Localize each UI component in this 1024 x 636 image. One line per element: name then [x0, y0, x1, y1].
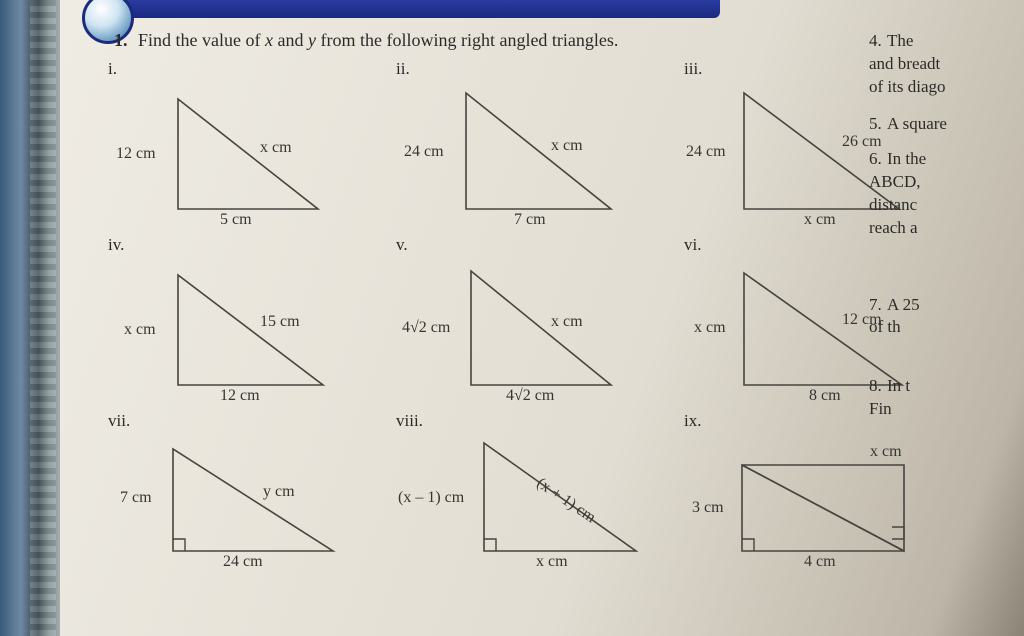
triangle-i: 12 cm x cm 5 cm: [108, 81, 358, 233]
side-left: 24 cm: [404, 143, 444, 161]
side-q6: 6.In the ABCD, distanc reach a: [869, 148, 964, 240]
question-text-c: from the following right angled triangle…: [316, 30, 618, 50]
side-right: x cm: [870, 443, 902, 461]
triangle-row-1: i. 12 cm x cm 5 cm ii. 24 cm x cm 7 cm: [108, 57, 964, 233]
side-left: x cm: [694, 319, 726, 337]
triangle-vii: 7 cm y cm 24 cm: [108, 433, 358, 575]
side-base: 12 cm: [220, 387, 260, 405]
triangle-iv: x cm 15 cm 12 cm: [108, 257, 358, 409]
triangle-label: vii.: [108, 411, 130, 431]
var-x: x: [265, 30, 273, 50]
side-cropped-text: 4.The and breadt of its diago 5.A square…: [869, 56, 964, 433]
triangle-label: i.: [108, 59, 117, 79]
triangle-cell: ii. 24 cm x cm 7 cm: [396, 57, 656, 233]
triangle-label: viii.: [396, 411, 423, 431]
side-left: 3 cm: [692, 499, 724, 517]
side-base: 8 cm: [809, 387, 841, 405]
side-left: 12 cm: [116, 145, 156, 163]
triangle-row-2: iv. x cm 15 cm 12 cm v. 4√2 cm x cm 4√2 …: [108, 233, 964, 409]
triangle-row-3: vii. 7 cm y cm 24 cm viii. (x – 1) cm (x…: [108, 409, 964, 575]
triangle-label: ix.: [684, 411, 701, 431]
side-left: x cm: [124, 321, 156, 339]
side-base: 7 cm: [514, 211, 546, 229]
side-left: (x – 1) cm: [398, 489, 464, 507]
side-right: x cm: [551, 313, 583, 331]
side-left: 4√2 cm: [402, 319, 450, 337]
question-text-a: Find the value of: [138, 30, 265, 50]
triangle-cell: i. 12 cm x cm 5 cm: [108, 57, 368, 233]
side-right: y cm: [263, 483, 295, 501]
side-base: 24 cm: [223, 553, 263, 571]
exercise-header-bar: [120, 0, 720, 18]
triangle-cell: vii. 7 cm y cm 24 cm: [108, 409, 368, 575]
side-base: 4√2 cm: [506, 387, 554, 405]
side-base: 5 cm: [220, 211, 252, 229]
side-base: 4 cm: [804, 553, 836, 571]
triangle-viii: (x – 1) cm (x + 1) cm x cm: [396, 433, 646, 575]
triangle-cell: ix. 3 cm x cm 4 cm: [684, 409, 944, 575]
side-right: 15 cm: [260, 313, 300, 331]
side-left: 24 cm: [686, 143, 726, 161]
question-text-b: and: [273, 30, 308, 50]
triangle-label: iii.: [684, 59, 702, 79]
question-line: 1. Find the value of x and y from the fo…: [114, 30, 964, 51]
triangle-label: ii.: [396, 59, 410, 79]
side-q7: 7.A 25 of th: [869, 294, 964, 340]
side-base: x cm: [804, 211, 836, 229]
triangle-label: iv.: [108, 235, 124, 255]
question-number: 1.: [114, 30, 128, 50]
side-base: x cm: [536, 553, 568, 571]
side-left: 7 cm: [120, 489, 152, 507]
triangle-cell: iv. x cm 15 cm 12 cm: [108, 233, 368, 409]
side-q4: 4.The and breadt of its diago: [869, 30, 964, 99]
var-y: y: [308, 30, 316, 50]
triangle-v: 4√2 cm x cm 4√2 cm: [396, 257, 646, 409]
side-right: x cm: [260, 139, 292, 157]
triangle-cell: viii. (x – 1) cm (x + 1) cm x cm: [396, 409, 656, 575]
triangle-ix: 3 cm x cm 4 cm: [684, 433, 934, 575]
side-right: x cm: [551, 137, 583, 155]
triangle-label: v.: [396, 235, 408, 255]
side-q8: 8.In t Fin: [869, 375, 964, 421]
triangle-ii: 24 cm x cm 7 cm: [396, 81, 646, 233]
page-content: 1. Find the value of x and y from the fo…: [100, 26, 964, 636]
triangle-cell: v. 4√2 cm x cm 4√2 cm: [396, 233, 656, 409]
triangle-label: vi.: [684, 235, 701, 255]
side-q5: 5.A square: [869, 113, 964, 136]
